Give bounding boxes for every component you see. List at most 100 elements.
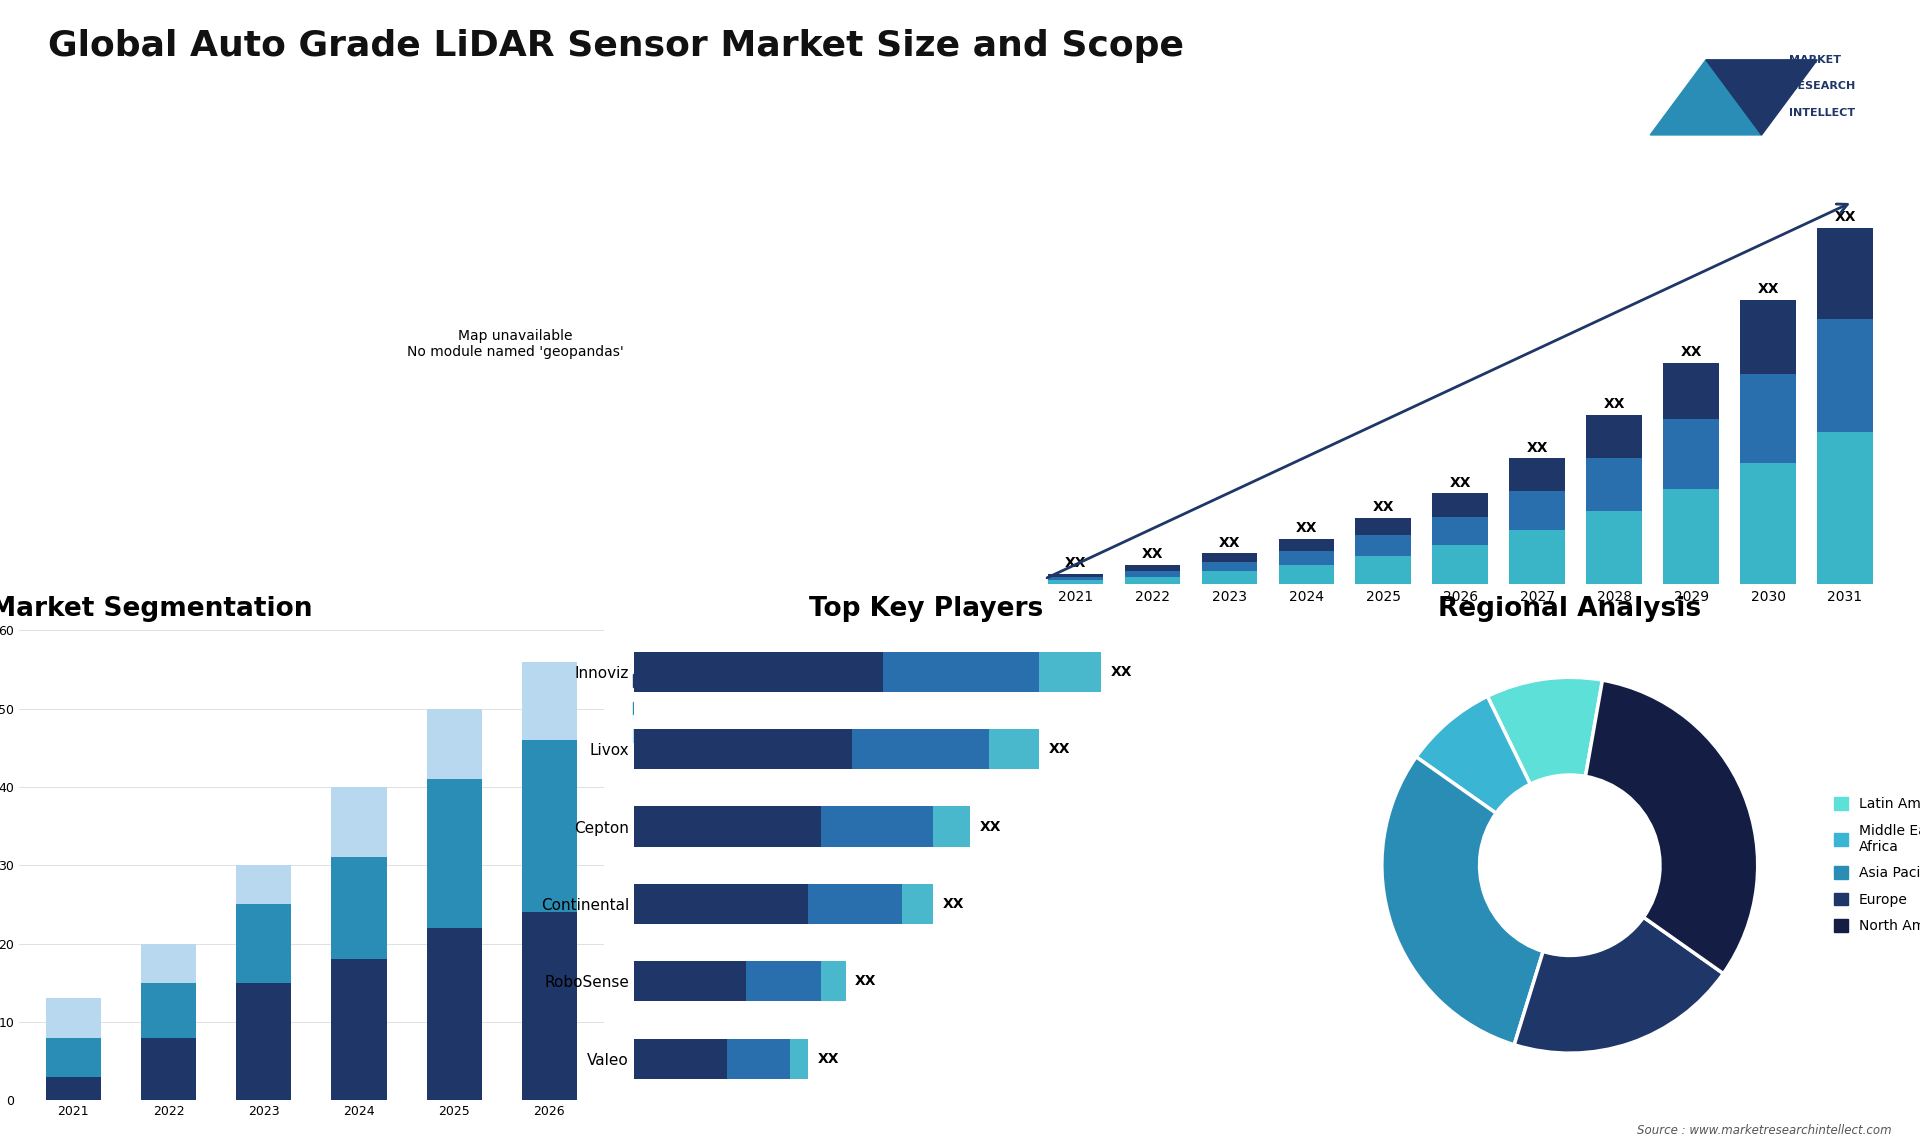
Bar: [1356, 518, 1411, 535]
Bar: [902, 884, 933, 924]
Bar: [634, 884, 808, 924]
Polygon shape: [1705, 60, 1816, 135]
Bar: [1125, 565, 1181, 571]
Bar: [634, 961, 747, 1002]
Bar: [1202, 572, 1258, 584]
Text: XX: XX: [854, 974, 877, 988]
Bar: [1048, 576, 1102, 580]
Wedge shape: [1586, 680, 1757, 974]
Wedge shape: [1382, 756, 1544, 1045]
Bar: [236, 904, 292, 982]
Bar: [236, 982, 292, 1100]
Bar: [883, 652, 1039, 692]
Bar: [1279, 539, 1334, 551]
Bar: [522, 661, 578, 740]
Text: Source : www.marketresearchintellect.com: Source : www.marketresearchintellect.com: [1636, 1124, 1891, 1137]
Bar: [1586, 415, 1642, 458]
Bar: [1048, 580, 1102, 584]
Bar: [1740, 299, 1795, 374]
Text: XX: XX: [943, 897, 964, 911]
Bar: [522, 912, 578, 1100]
Bar: [1279, 551, 1334, 565]
Text: Market Segmentation: Market Segmentation: [0, 596, 313, 622]
Bar: [1125, 576, 1181, 584]
Bar: [1202, 554, 1258, 562]
Text: XX: XX: [1219, 535, 1240, 550]
Title: Regional Analysis: Regional Analysis: [1438, 596, 1701, 622]
Bar: [140, 982, 196, 1037]
Bar: [522, 740, 578, 912]
Bar: [789, 1038, 808, 1078]
Bar: [634, 652, 883, 692]
Bar: [1663, 419, 1718, 489]
Bar: [1432, 545, 1488, 584]
Bar: [1279, 565, 1334, 584]
Bar: [1818, 228, 1872, 320]
Text: Map unavailable
No module named 'geopandas': Map unavailable No module named 'geopand…: [407, 329, 624, 359]
Text: XX: XX: [1757, 282, 1778, 296]
Text: XX: XX: [1603, 398, 1624, 411]
Bar: [332, 787, 386, 857]
Bar: [332, 959, 386, 1100]
Bar: [140, 1037, 196, 1100]
Text: XX: XX: [1064, 556, 1087, 570]
Bar: [46, 1077, 102, 1100]
Wedge shape: [1488, 677, 1603, 784]
Text: XX: XX: [1048, 743, 1069, 756]
Polygon shape: [1649, 60, 1763, 135]
Bar: [852, 729, 989, 769]
Bar: [933, 807, 970, 847]
Text: XX: XX: [1680, 345, 1701, 359]
Text: INTELLECT: INTELLECT: [1789, 108, 1855, 118]
Bar: [236, 865, 292, 904]
Bar: [728, 1038, 789, 1078]
Bar: [1509, 458, 1565, 490]
Bar: [1202, 562, 1258, 572]
Bar: [1356, 535, 1411, 556]
Bar: [46, 1037, 102, 1077]
Bar: [1663, 489, 1718, 584]
Bar: [1586, 458, 1642, 511]
Bar: [332, 857, 386, 959]
Bar: [1356, 556, 1411, 584]
Text: XX: XX: [1110, 665, 1133, 678]
Bar: [1432, 493, 1488, 517]
Wedge shape: [1417, 697, 1530, 814]
Bar: [634, 729, 852, 769]
Text: XX: XX: [979, 819, 1000, 833]
Text: XX: XX: [1834, 211, 1857, 225]
Bar: [747, 961, 820, 1002]
Bar: [1432, 517, 1488, 545]
Bar: [1740, 463, 1795, 584]
Bar: [1125, 571, 1181, 576]
Text: Global Auto Grade LiDAR Sensor Market Size and Scope: Global Auto Grade LiDAR Sensor Market Si…: [48, 29, 1185, 63]
Bar: [634, 807, 820, 847]
Legend: Latin America, Middle East &
Africa, Asia Pacific, Europe, North America: Latin America, Middle East & Africa, Asi…: [1828, 792, 1920, 939]
Bar: [46, 998, 102, 1037]
Bar: [808, 884, 902, 924]
Bar: [989, 729, 1039, 769]
Bar: [1509, 490, 1565, 531]
Text: MARKET: MARKET: [1789, 55, 1841, 65]
Bar: [1039, 652, 1102, 692]
Bar: [426, 928, 482, 1100]
Bar: [1663, 363, 1718, 419]
Text: XX: XX: [1526, 441, 1548, 455]
Legend: Type, Application, Geography: Type, Application, Geography: [628, 668, 751, 749]
Text: RESEARCH: RESEARCH: [1789, 81, 1857, 92]
Bar: [634, 1038, 728, 1078]
Bar: [1509, 531, 1565, 584]
Text: XX: XX: [1373, 501, 1394, 515]
Bar: [1048, 574, 1102, 576]
Bar: [426, 779, 482, 928]
Bar: [1818, 320, 1872, 432]
Text: XX: XX: [818, 1052, 839, 1066]
Text: XX: XX: [1450, 476, 1471, 489]
Title: Top Key Players: Top Key Players: [808, 596, 1043, 622]
Bar: [1740, 374, 1795, 463]
Bar: [1818, 432, 1872, 584]
Wedge shape: [1515, 917, 1724, 1053]
Bar: [426, 708, 482, 779]
Bar: [820, 961, 845, 1002]
Bar: [820, 807, 933, 847]
